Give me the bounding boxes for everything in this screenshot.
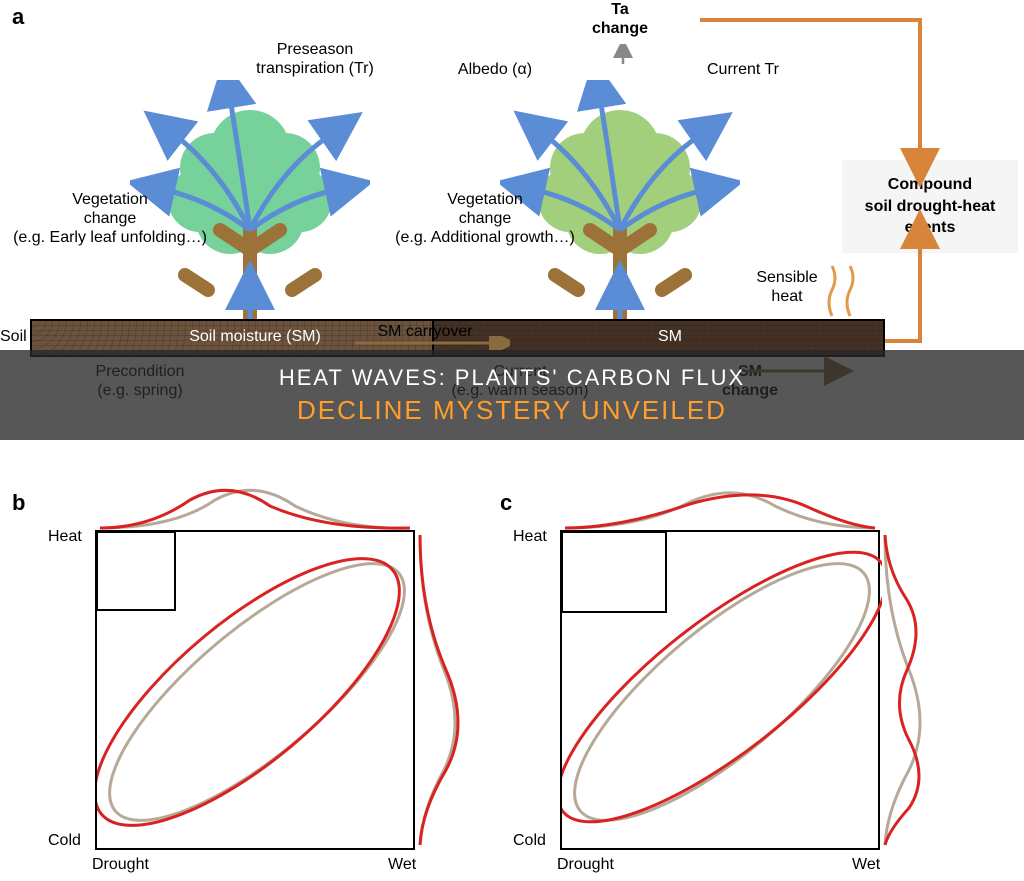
arrow-ta-up-icon: [608, 44, 638, 66]
overlay-banner: HEAT WAVES: PLANTS' CARBON FLUX DECLINE …: [0, 350, 1024, 440]
panel-label-c: c: [500, 490, 512, 516]
overlay-line2: DECLINE MYSTERY UNVEILED: [297, 395, 727, 426]
pb-content-icon: [97, 532, 417, 852]
label-veg-change-right: Vegetationchange(e.g. Additional growth……: [385, 190, 585, 248]
label-soil: Soil: [0, 327, 60, 346]
overlay-line1: HEAT WAVES: PLANTS' CARBON FLUX: [279, 365, 745, 391]
arrow-sm-carryover-icon: [350, 336, 510, 350]
pc-top-marginal-icon: [560, 488, 880, 530]
label-ta-change: Tachange: [560, 0, 680, 38]
panel-label-a: a: [12, 4, 24, 30]
label-sm: SM: [640, 327, 700, 346]
pc-content-icon: [562, 532, 882, 852]
pb-drought: Drought: [92, 856, 149, 874]
pb-frame: [95, 530, 415, 850]
figure-root: a b c Tachange Preseasontranspiration (T…: [0, 0, 1024, 881]
panel-label-b: b: [12, 490, 25, 516]
pc-heat: Heat: [513, 528, 547, 546]
label-soil-moisture: Soil moisture (SM): [155, 327, 355, 346]
feedback-arrows-icon: [700, 6, 1020, 406]
pb-wet: Wet: [388, 856, 416, 874]
pc-drought: Drought: [557, 856, 614, 874]
label-preseason-tr: Preseasontranspiration (Tr): [225, 40, 405, 78]
pc-right-marginal-icon: [881, 530, 941, 850]
pc-frame: [560, 530, 880, 850]
pc-cold: Cold: [513, 832, 546, 850]
pb-heat: Heat: [48, 528, 82, 546]
pb-cold: Cold: [48, 832, 81, 850]
label-albedo: Albedo (α): [440, 60, 550, 79]
pb-top-marginal-icon: [95, 488, 415, 530]
pb-right-marginal-icon: [416, 530, 466, 850]
pc-wet: Wet: [852, 856, 880, 874]
label-veg-change-left: Vegetationchange(e.g. Early leaf unfoldi…: [10, 190, 210, 248]
